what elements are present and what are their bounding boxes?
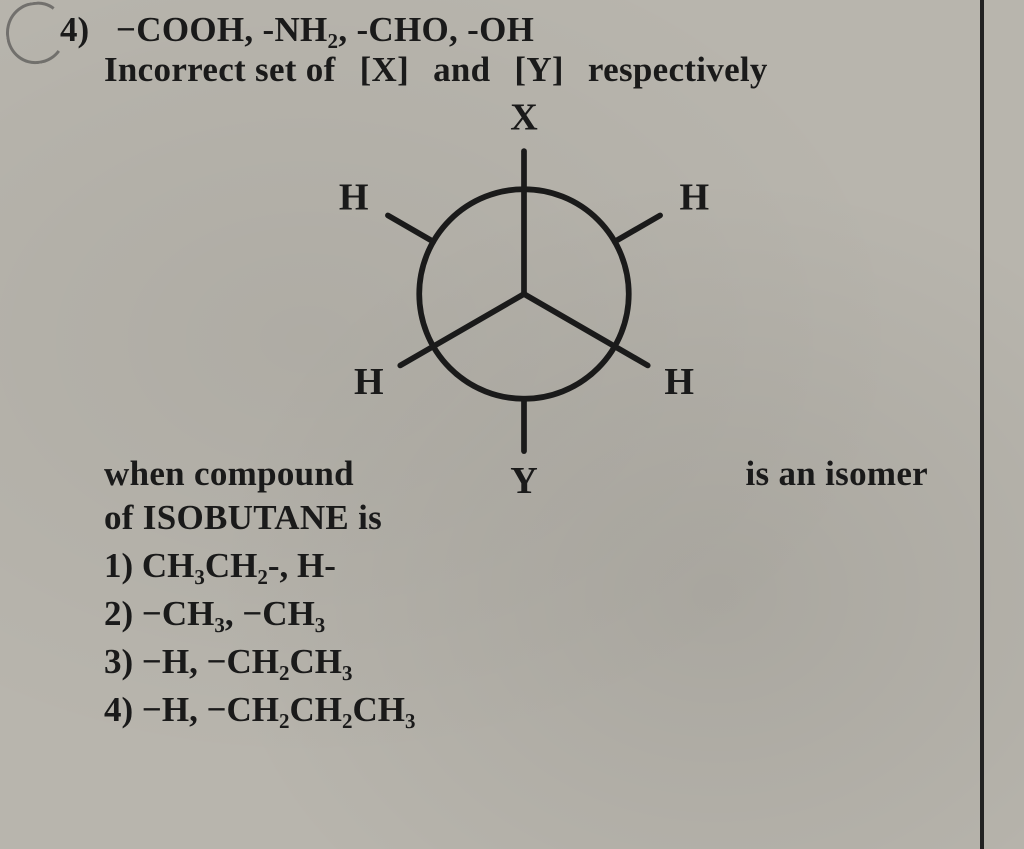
svg-text:H: H [664, 361, 694, 403]
option-1: 1) CH₃CH₂-, H- [60, 546, 988, 586]
option-number: 3) [104, 642, 133, 681]
newman-projection: X Y H H H H [60, 94, 988, 494]
option-2: 2) −CH₃, −CH₃ [60, 594, 988, 634]
svg-text:Y: Y [510, 460, 538, 494]
option-number: 2) [104, 594, 133, 633]
q-text-3: of ISOBUTANE is [104, 498, 382, 537]
option-text: −H, −CH₂CH₃ [142, 642, 353, 681]
svg-text:H: H [679, 176, 709, 218]
option-text: −H, −CH₂CH₂CH₃ [142, 690, 416, 729]
q-bracket-x: [X] [360, 50, 410, 90]
q-bracket-y: [Y] [514, 50, 564, 90]
q-text-1a: Incorrect set of [104, 50, 336, 90]
q4-groups: −COOH, -NH₂, -CHO, -OH [116, 10, 534, 50]
newman-svg: X Y H H H H [324, 94, 724, 494]
option-text: CH₃CH₂-, H- [142, 546, 336, 585]
svg-text:H: H [354, 361, 384, 403]
options-list: 1) CH₃CH₂-, H- 2) −CH₃, −CH₃ 3) −H, −CH₂… [60, 546, 988, 730]
option-3: 3) −H, −CH₂CH₃ [60, 642, 988, 682]
page-content: 4) −COOH, -NH₂, -CHO, -OH Incorrect set … [0, 0, 1024, 758]
q-text-2a: when compound [104, 454, 354, 494]
question-line-3: of ISOBUTANE is [60, 498, 988, 538]
q-text-1c: and [433, 50, 490, 90]
option-number: 1) [104, 546, 133, 585]
option-text: −CH₃, −CH₃ [142, 594, 325, 633]
question-line-1: Incorrect set of [X] and [Y] respectivel… [60, 50, 988, 90]
q4-number: 4) [60, 10, 104, 50]
q4-line: 4) −COOH, -NH₂, -CHO, -OH [60, 10, 988, 50]
q-text-1e: respectively [588, 50, 768, 90]
option-number: 4) [104, 690, 133, 729]
svg-text:X: X [510, 96, 538, 138]
option-4: 4) −H, −CH₂CH₂CH₃ [60, 690, 988, 730]
q-text-2b: is an isomer [746, 454, 928, 494]
svg-text:H: H [339, 176, 369, 218]
